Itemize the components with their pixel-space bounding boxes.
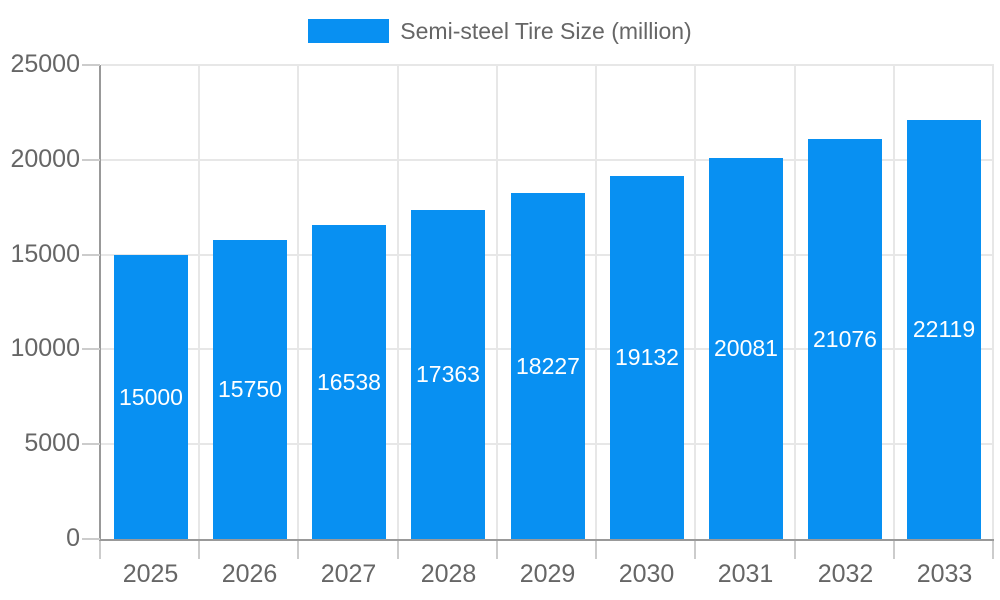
x-axis-tick xyxy=(793,541,796,559)
bar: 22119 xyxy=(907,120,981,539)
gridline-vertical xyxy=(992,65,994,539)
x-axis-category-label: 2026 xyxy=(221,560,278,588)
x-axis-tick xyxy=(595,541,598,559)
bar-value-label: 15750 xyxy=(218,376,282,402)
legend: Semi-steel Tire Size (million) xyxy=(0,19,1000,43)
x-axis-tick xyxy=(495,541,498,559)
x-axis-category-label: 2030 xyxy=(618,560,675,588)
bar-value-label: 18227 xyxy=(516,352,580,379)
bar: 18227 xyxy=(511,193,585,539)
bar: 16538 xyxy=(312,225,386,539)
bar: 19132 xyxy=(610,176,684,539)
gridline-horizontal xyxy=(101,158,994,161)
x-axis-tick xyxy=(99,541,101,559)
gridline-vertical xyxy=(396,65,399,539)
y-axis-tick xyxy=(82,538,100,540)
x-axis-category-label: 2028 xyxy=(420,560,477,588)
x-axis-tick xyxy=(694,541,697,559)
x-axis-category-label: 2027 xyxy=(320,560,377,588)
y-axis-tick xyxy=(82,158,100,161)
x-axis-tick xyxy=(297,541,300,559)
gridline-vertical xyxy=(892,65,895,539)
y-axis-tick xyxy=(82,443,100,446)
bar-value-label: 17363 xyxy=(416,361,480,387)
y-axis-tick-label: 10000 xyxy=(10,334,80,363)
y-axis-tick-label: 15000 xyxy=(10,239,80,268)
x-axis-category-label: 2032 xyxy=(817,560,874,588)
gridline-vertical xyxy=(297,65,300,539)
gridline-vertical xyxy=(694,65,697,539)
bar-value-label: 21076 xyxy=(813,325,877,352)
bar-value-label: 16538 xyxy=(317,368,381,395)
x-axis-tick xyxy=(198,541,201,559)
gridline-vertical xyxy=(793,65,796,539)
x-axis-tick xyxy=(396,541,399,559)
x-axis-tick xyxy=(892,541,895,559)
x-axis-tick xyxy=(992,541,994,559)
bar: 15000 xyxy=(114,255,188,539)
bar: 21076 xyxy=(808,139,882,539)
gridline-horizontal xyxy=(101,64,994,66)
bar-value-label: 22119 xyxy=(912,316,976,342)
gridline-vertical xyxy=(198,65,201,539)
legend-label: Semi-steel Tire Size (million) xyxy=(400,18,692,44)
bar-value-label: 20081 xyxy=(714,335,778,361)
y-axis-tick-label: 5000 xyxy=(24,429,80,458)
bar-value-label: 19132 xyxy=(615,344,679,370)
gridline-vertical xyxy=(495,65,498,539)
y-axis-tick-label: 0 xyxy=(66,524,80,552)
bar: 15750 xyxy=(213,240,287,539)
gridline-vertical xyxy=(595,65,598,539)
bar: 17363 xyxy=(411,210,485,539)
y-axis-tick xyxy=(82,348,100,351)
bar-value-label: 15000 xyxy=(119,383,183,410)
x-axis-category-label: 2033 xyxy=(916,560,973,588)
y-axis-tick-label: 25000 xyxy=(10,50,80,78)
y-axis-tick-label: 20000 xyxy=(10,144,80,173)
x-axis-category-label: 2031 xyxy=(717,560,774,588)
legend-item[interactable]: Semi-steel Tire Size (million) xyxy=(308,18,692,44)
y-axis-tick xyxy=(82,253,100,256)
bar: 20081 xyxy=(709,158,783,539)
x-axis-category-label: 2029 xyxy=(519,560,576,588)
y-axis-tick xyxy=(82,64,100,66)
plot-area: 15000 15750 16538 17363 18227 19132 20081 21076… xyxy=(99,64,994,541)
legend-swatch xyxy=(308,19,390,43)
x-axis-category-label: 2025 xyxy=(122,560,179,588)
